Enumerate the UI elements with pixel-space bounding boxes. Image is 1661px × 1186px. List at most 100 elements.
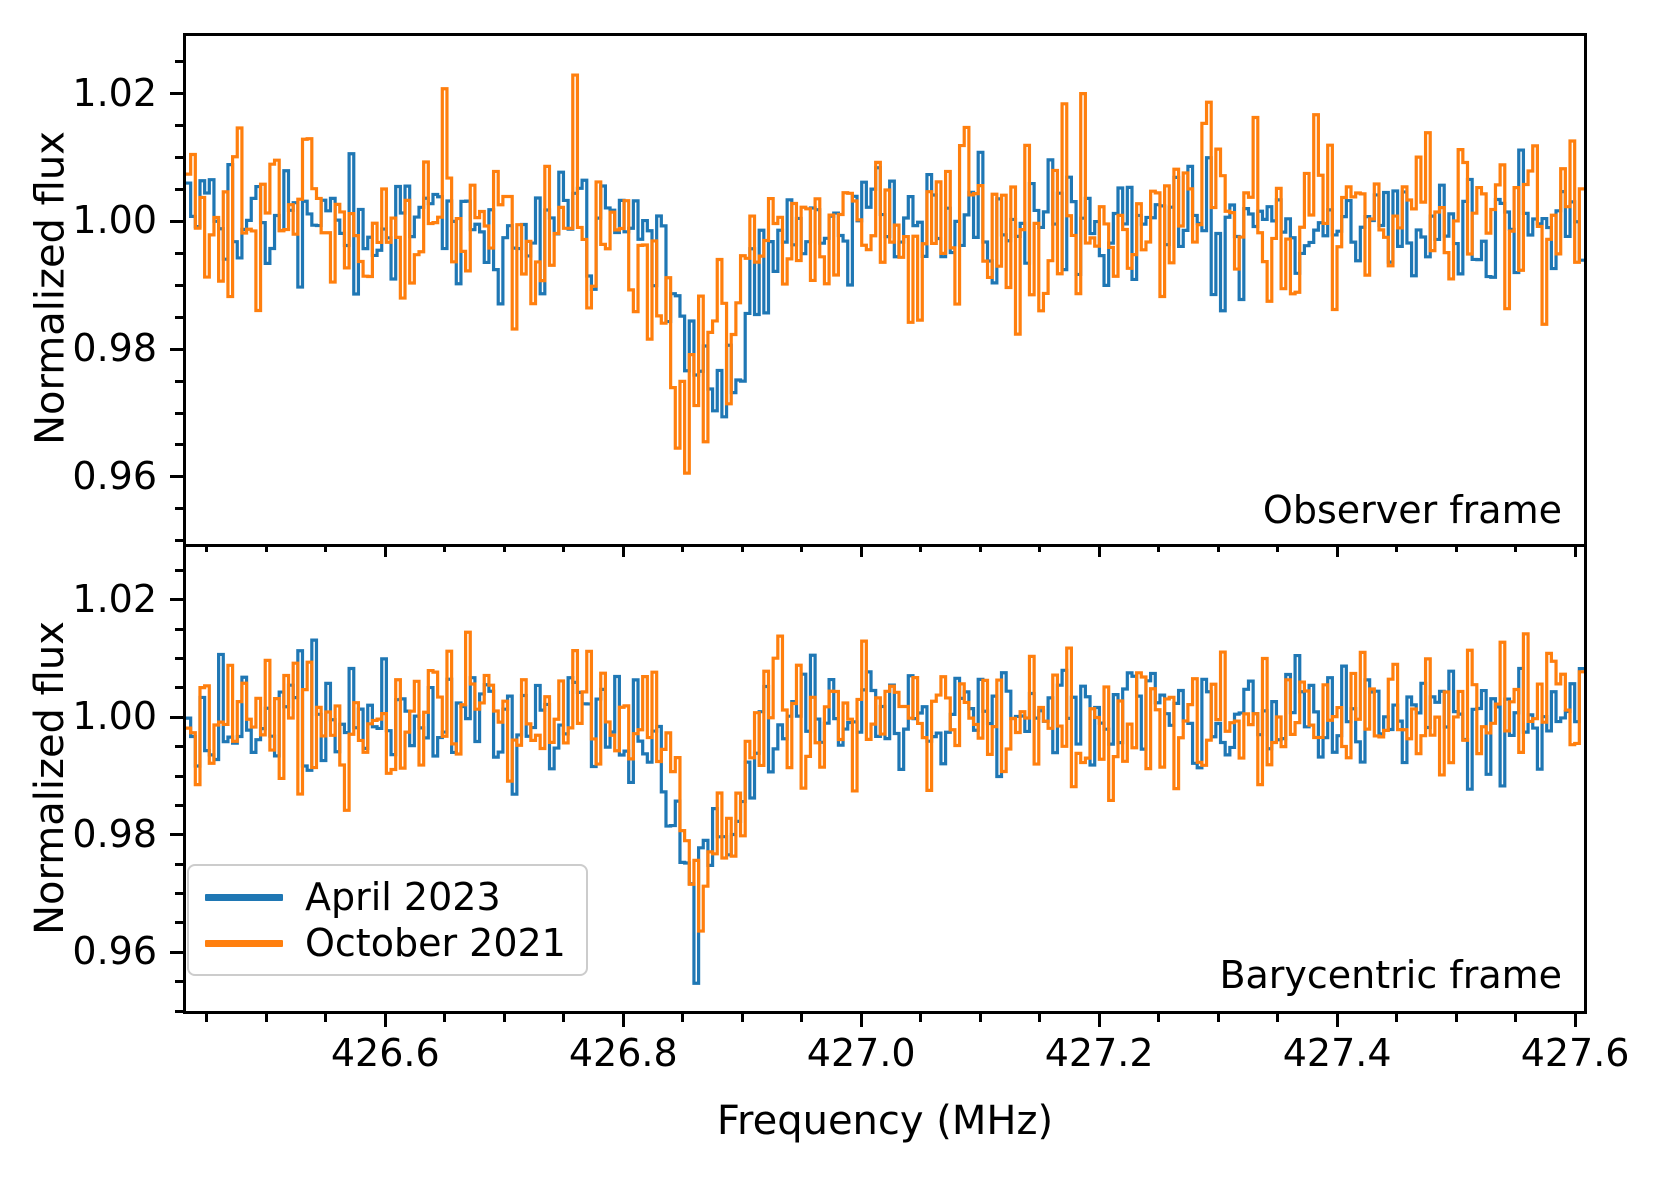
series-line-october-2021: [186, 632, 1584, 931]
y-tick-minor: [175, 745, 183, 749]
x-tick-major: [621, 1014, 625, 1027]
y-tick-minor: [175, 379, 183, 383]
x-tick-label: 427.4: [1282, 1031, 1392, 1075]
x-tick-label: 427.2: [1044, 1031, 1154, 1075]
y-tick-major: [170, 475, 183, 479]
x-tick-minor: [1276, 1014, 1280, 1022]
x-tick-major: [859, 1014, 863, 1027]
y-tick-minor: [175, 892, 183, 896]
x-tick-minor: [502, 1014, 506, 1022]
y-axis-label-bottom: Normalized flux: [27, 621, 73, 935]
x-tick-minor: [1276, 544, 1280, 552]
plot-area-barycentric-frame: [186, 547, 1584, 1011]
x-tick-major: [1097, 544, 1101, 557]
y-tick-minor: [175, 862, 183, 866]
y-tick-label: 1.02: [72, 70, 157, 115]
x-tick-minor: [1216, 1014, 1220, 1022]
y-tick-label: 0.98: [72, 326, 157, 371]
x-tick-minor: [1514, 1014, 1518, 1022]
x-tick-minor: [978, 544, 982, 552]
x-tick-minor: [205, 1014, 209, 1022]
legend-line-icon-april-2023: [205, 893, 283, 901]
legend-label-april-2023: April 2023: [305, 875, 501, 919]
x-tick-minor: [1157, 1014, 1161, 1022]
y-tick-minor: [175, 283, 183, 287]
y-tick-minor: [175, 315, 183, 319]
y-tick-minor: [175, 627, 183, 631]
x-tick-minor: [1038, 544, 1042, 552]
y-tick-minor: [175, 443, 183, 447]
y-tick-minor: [175, 539, 183, 543]
x-tick-minor: [800, 1014, 804, 1022]
y-tick-minor: [175, 657, 183, 661]
y-tick-minor: [175, 980, 183, 984]
x-tick-minor: [978, 1014, 982, 1022]
y-tick-minor: [175, 60, 183, 64]
x-tick-minor: [740, 1014, 744, 1022]
x-tick-minor: [740, 544, 744, 552]
x-tick-label: 427.6: [1520, 1031, 1630, 1075]
x-tick-major: [1335, 1014, 1339, 1027]
x-tick-minor: [324, 1014, 328, 1022]
x-tick-minor: [1514, 544, 1518, 552]
y-tick-minor: [175, 507, 183, 511]
frame-annotation-barycentric: Barycentric frame: [1219, 953, 1562, 997]
y-tick-label: 0.96: [72, 929, 157, 974]
y-tick-label: 1.02: [72, 576, 157, 621]
x-tick-minor: [562, 1014, 566, 1022]
x-tick-minor: [681, 1014, 685, 1022]
x-tick-minor: [1454, 544, 1458, 552]
x-tick-label: 427.0: [806, 1031, 916, 1075]
y-tick-minor: [175, 187, 183, 191]
y-tick-major: [170, 833, 183, 837]
y-tick-major: [170, 219, 183, 223]
y-tick-major: [170, 715, 183, 719]
legend-line-icon-october-2021: [205, 939, 283, 947]
x-tick-major: [1097, 1014, 1101, 1027]
y-tick-label: 0.98: [72, 811, 157, 856]
y-tick-minor: [175, 803, 183, 807]
series-line-october-2021: [186, 75, 1584, 473]
x-tick-major: [859, 544, 863, 557]
y-tick-minor: [175, 156, 183, 160]
x-tick-major: [621, 544, 625, 557]
x-tick-minor: [681, 544, 685, 552]
x-tick-major: [383, 544, 387, 557]
x-tick-label: 426.8: [568, 1031, 678, 1075]
y-tick-minor: [175, 124, 183, 128]
x-tick-major: [1573, 544, 1577, 557]
x-tick-minor: [1395, 1014, 1399, 1022]
legend-entry-october-2021[interactable]: October 2021: [205, 924, 566, 962]
x-tick-label: 426.6: [330, 1031, 440, 1075]
x-tick-minor: [502, 544, 506, 552]
x-tick-minor: [264, 544, 268, 552]
x-tick-minor: [1454, 1014, 1458, 1022]
x-axis-label: Frequency (MHz): [716, 1098, 1054, 1144]
legend[interactable]: April 2023 October 2021: [187, 864, 588, 976]
legend-entry-april-2023[interactable]: April 2023: [205, 878, 566, 916]
x-tick-minor: [919, 544, 923, 552]
y-tick-major: [170, 347, 183, 351]
x-tick-minor: [264, 1014, 268, 1022]
plot-area-observer-frame: [186, 36, 1584, 544]
frame-annotation-observer: Observer frame: [1262, 488, 1562, 532]
x-tick-minor: [443, 1014, 447, 1022]
y-axis-label-top: Normalized flux: [27, 130, 73, 445]
y-tick-major: [170, 950, 183, 954]
x-tick-minor: [324, 544, 328, 552]
y-tick-label: 1.00: [72, 198, 157, 243]
x-tick-minor: [919, 1014, 923, 1022]
y-tick-minor: [175, 686, 183, 690]
x-tick-major: [383, 1014, 387, 1027]
x-tick-minor: [800, 544, 804, 552]
y-tick-minor: [175, 774, 183, 778]
x-tick-minor: [1216, 544, 1220, 552]
x-tick-minor: [1395, 544, 1399, 552]
axes-observer-frame: Observer frame: [183, 33, 1587, 544]
y-tick-label: 0.96: [72, 453, 157, 498]
x-tick-major: [1573, 1014, 1577, 1027]
x-tick-minor: [205, 544, 209, 552]
legend-label-october-2021: October 2021: [305, 921, 566, 965]
y-tick-minor: [175, 921, 183, 925]
